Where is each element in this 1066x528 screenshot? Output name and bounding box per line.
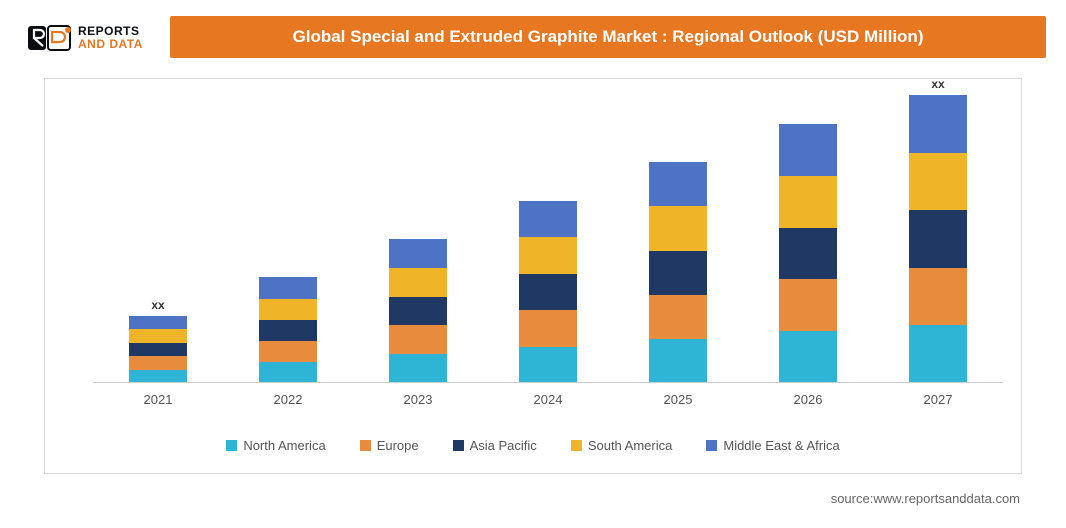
bar-top-label: xx	[129, 298, 187, 312]
bar-segment-eu	[649, 295, 707, 339]
bar-segment-na	[389, 354, 447, 383]
stacked-bar: xx	[909, 95, 967, 383]
bar-segment-sa	[779, 176, 837, 228]
bar-segment-mea	[129, 316, 187, 329]
legend-item: North America	[226, 438, 325, 453]
legend-item: Middle East & Africa	[706, 438, 839, 453]
bar-segment-mea	[779, 124, 837, 176]
bar-segment-na	[519, 347, 577, 383]
bar-segment-sa	[259, 299, 317, 320]
bar-top-label: xx	[909, 77, 967, 91]
bar-segment-sa	[649, 206, 707, 250]
x-tick-label: 2024	[483, 392, 613, 407]
bar-segment-sa	[519, 237, 577, 273]
bar-slot: xx	[93, 97, 223, 383]
bar-segment-ap	[259, 320, 317, 341]
x-tick-label: 2027	[873, 392, 1003, 407]
bar-slot	[613, 97, 743, 383]
brand-logo: REPORTS AND DATA	[28, 22, 143, 54]
legend-swatch-icon	[571, 440, 582, 451]
stacked-bar	[389, 239, 447, 383]
plot-region: xx xx	[93, 97, 1003, 383]
bar-slot	[353, 97, 483, 383]
x-axis-labels: 2021202220232024202520262027	[93, 392, 1003, 407]
stacked-bar	[649, 162, 707, 383]
x-tick-label: 2026	[743, 392, 873, 407]
bar-segment-ap	[649, 251, 707, 295]
bar-segment-na	[649, 339, 707, 383]
legend-item: Asia Pacific	[453, 438, 537, 453]
bar-segment-sa	[909, 153, 967, 211]
x-axis-line	[93, 382, 1003, 383]
bar-segment-eu	[519, 310, 577, 346]
legend-label: South America	[588, 438, 673, 453]
bar-segment-ap	[909, 210, 967, 268]
legend-label: Middle East & Africa	[723, 438, 839, 453]
bar-segment-mea	[649, 162, 707, 206]
source-text: source:www.reportsanddata.com	[831, 491, 1020, 506]
bar-segment-na	[909, 325, 967, 383]
bar-slot	[743, 97, 873, 383]
source-attribution: source:www.reportsanddata.com	[831, 491, 1020, 506]
bar-segment-eu	[259, 341, 317, 362]
bars-row: xx xx	[93, 97, 1003, 383]
bar-slot: xx	[873, 97, 1003, 383]
chart-area: xx xx 2021202220232024202520262027 North …	[44, 78, 1022, 474]
x-tick-label: 2023	[353, 392, 483, 407]
bar-segment-eu	[129, 356, 187, 369]
bar-segment-mea	[259, 277, 317, 298]
bar-segment-na	[129, 370, 187, 383]
stacked-bar	[779, 124, 837, 383]
bar-segment-mea	[519, 201, 577, 237]
stacked-bar	[519, 201, 577, 383]
bar-segment-eu	[389, 325, 447, 354]
bar-segment-na	[779, 331, 837, 383]
legend-label: Asia Pacific	[470, 438, 537, 453]
legend: North America Europe Asia Pacific South Ame…	[45, 438, 1021, 453]
bar-slot	[483, 97, 613, 383]
bar-segment-sa	[389, 268, 447, 297]
legend-label: Europe	[377, 438, 419, 453]
bar-segment-sa	[129, 329, 187, 342]
bar-slot	[223, 97, 353, 383]
chart-title-text: Global Special and Extruded Graphite Mar…	[293, 27, 924, 47]
legend-swatch-icon	[226, 440, 237, 451]
bar-segment-ap	[519, 274, 577, 310]
chart-container: REPORTS AND DATA Global Special and Extr…	[0, 0, 1066, 528]
bar-segment-ap	[779, 228, 837, 280]
bar-segment-eu	[779, 279, 837, 331]
logo-line2: AND DATA	[78, 38, 143, 51]
stacked-bar: xx	[129, 316, 187, 383]
legend-swatch-icon	[706, 440, 717, 451]
bar-segment-mea	[389, 239, 447, 268]
x-tick-label: 2022	[223, 392, 353, 407]
bar-segment-mea	[909, 95, 967, 153]
legend-swatch-icon	[360, 440, 371, 451]
bar-segment-ap	[389, 297, 447, 326]
bar-segment-na	[259, 362, 317, 383]
logo-text: REPORTS AND DATA	[78, 25, 143, 50]
stacked-bar	[259, 277, 317, 383]
x-tick-label: 2025	[613, 392, 743, 407]
chart-title: Global Special and Extruded Graphite Mar…	[170, 16, 1046, 58]
legend-swatch-icon	[453, 440, 464, 451]
legend-item: Europe	[360, 438, 419, 453]
legend-item: South America	[571, 438, 673, 453]
bar-segment-eu	[909, 268, 967, 326]
logo-mark-icon	[28, 22, 74, 54]
x-tick-label: 2021	[93, 392, 223, 407]
legend-label: North America	[243, 438, 325, 453]
bar-segment-ap	[129, 343, 187, 356]
